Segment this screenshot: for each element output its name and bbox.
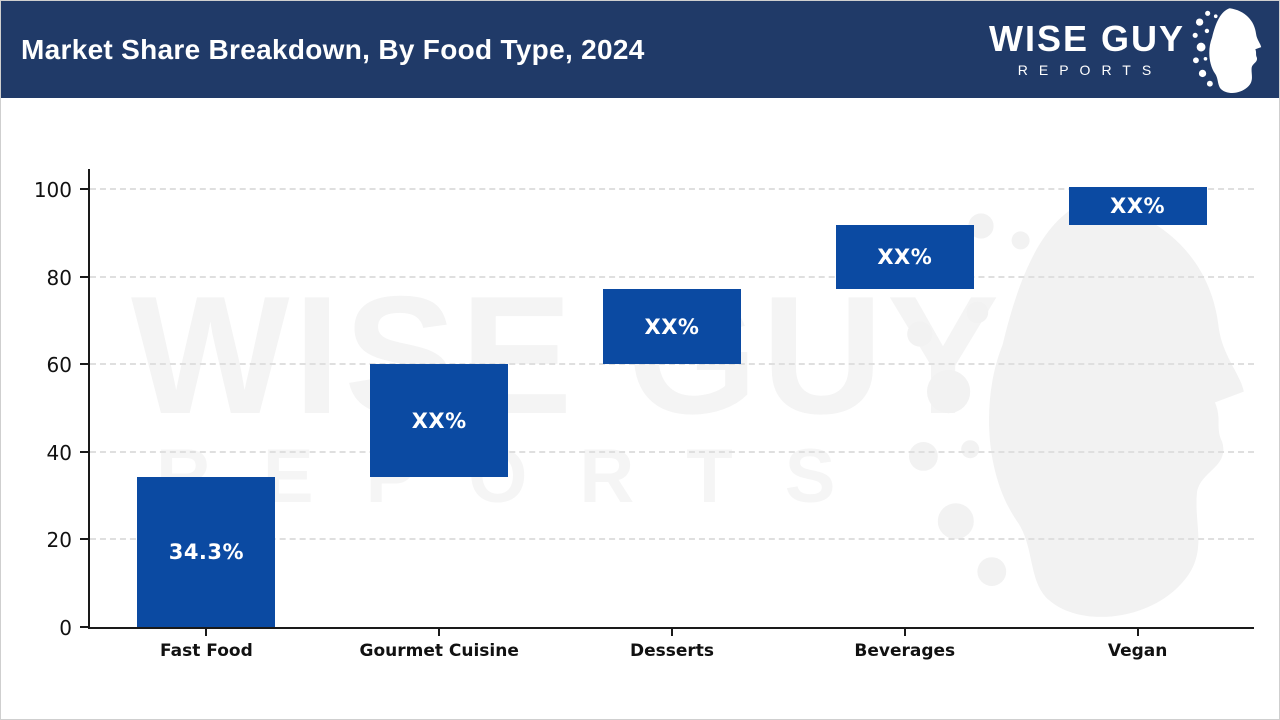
y-tick-label: 20	[46, 528, 72, 553]
gridline	[90, 538, 1254, 541]
gridline	[90, 188, 1254, 190]
x-tick	[903, 629, 906, 636]
bar-value-label: XX%	[877, 244, 933, 269]
bar: XX%	[835, 224, 974, 289]
category-label: Desserts	[629, 641, 715, 661]
bar-value-label: XX%	[411, 408, 467, 433]
category-label: Gourmet Cuisine	[359, 641, 519, 661]
y-tick-label: 60	[46, 353, 72, 378]
bar-value-label: XX%	[1110, 194, 1166, 219]
logo-text: WISE GUY REPORTS	[988, 18, 1185, 79]
y-tick	[80, 363, 90, 366]
gridline	[90, 450, 1254, 453]
x-tick	[205, 629, 208, 636]
bar: XX%	[370, 364, 509, 477]
bar: XX%	[1068, 187, 1207, 225]
gridline	[90, 363, 1254, 366]
y-axis-line	[88, 169, 90, 629]
face-logo-icon	[1189, 6, 1263, 94]
y-tick	[80, 188, 90, 190]
page-title: Market Share Breakdown, By Food Type, 20…	[21, 33, 645, 65]
bar-value-label: 34.3%	[168, 539, 245, 564]
plot-area: 0 20 40 60 80 100 34.3% Fast Food XX% Gourmet Cui…	[34, 169, 1254, 661]
gridline	[90, 275, 1254, 278]
category-label: Fast Food	[160, 641, 253, 661]
y-tick	[80, 538, 90, 541]
category-label: Beverages	[854, 641, 956, 661]
x-tick	[1136, 629, 1139, 636]
y-tick-label: 80	[46, 265, 72, 290]
wise-guy-logo: WISE GUY REPORTS	[989, 6, 1263, 94]
category-label: Vegan	[1107, 641, 1168, 661]
logo-wordmark: WISE GUY	[988, 18, 1185, 59]
header: Market Share Breakdown, By Food Type, 20…	[1, 1, 1279, 98]
x-axis-line	[88, 627, 1254, 629]
y-tick-label: 100	[33, 178, 72, 202]
logo-subtitle: REPORTS	[1017, 62, 1163, 78]
y-tick-label: 40	[46, 440, 72, 465]
y-tick	[80, 626, 90, 628]
bar: XX%	[603, 288, 741, 365]
x-tick	[438, 629, 441, 636]
bar-value-label: XX%	[644, 314, 700, 339]
y-tick	[80, 275, 90, 278]
bar: 34.3%	[137, 476, 276, 627]
x-tick	[671, 629, 673, 636]
y-tick	[80, 450, 90, 453]
y-tick-label: 0	[59, 616, 72, 640]
watermark-text: WISE GUY	[131, 261, 1004, 449]
